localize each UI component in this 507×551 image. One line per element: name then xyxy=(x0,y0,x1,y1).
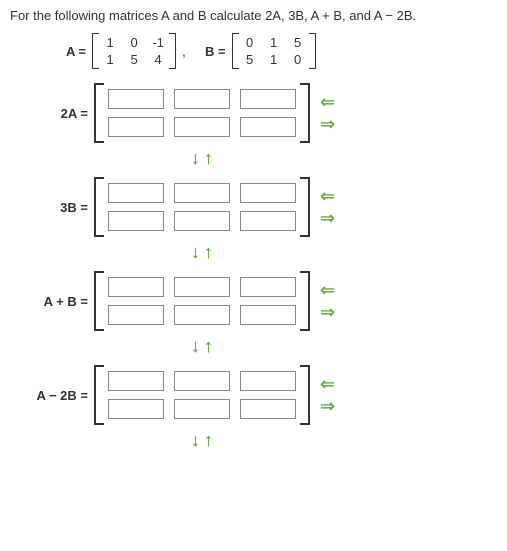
answer-cell-input[interactable] xyxy=(108,399,164,419)
answer-cell-input[interactable] xyxy=(240,371,296,391)
remove-row-icon[interactable]: ↑ xyxy=(204,149,213,167)
result-row: A + B =↓↑⇐⇒ xyxy=(10,271,497,331)
add-row-icon[interactable]: ↓ xyxy=(191,337,200,355)
matrix-A-cell: 5 xyxy=(127,52,141,67)
matrix-A-cell: 4 xyxy=(151,52,165,67)
answer-matrix: ↓↑ xyxy=(94,177,310,237)
col-resize-controls: ⇐⇒ xyxy=(320,281,335,321)
add-col-icon[interactable]: ⇒ xyxy=(320,303,335,321)
matrix-B-cell: 1 xyxy=(267,35,281,50)
answer-matrix: ↓↑ xyxy=(94,271,310,331)
col-resize-controls: ⇐⇒ xyxy=(320,93,335,133)
matrix-B-cell: 1 xyxy=(267,52,281,67)
add-col-icon[interactable]: ⇒ xyxy=(320,209,335,227)
answer-cell-input[interactable] xyxy=(108,117,164,137)
remove-row-icon[interactable]: ↑ xyxy=(204,337,213,355)
remove-col-icon[interactable]: ⇐ xyxy=(320,187,335,205)
answer-cell-input[interactable] xyxy=(174,211,230,231)
answer-cell-input[interactable] xyxy=(108,89,164,109)
answer-cell-input[interactable] xyxy=(240,117,296,137)
answer-matrix: ↓↑ xyxy=(94,83,310,143)
matrix-A-cell: 1 xyxy=(103,35,117,50)
col-resize-controls: ⇐⇒ xyxy=(320,187,335,227)
remove-row-icon[interactable]: ↑ xyxy=(204,431,213,449)
answer-cell-input[interactable] xyxy=(108,183,164,203)
prompt-text: For the following matrices A and B calcu… xyxy=(10,8,416,23)
answer-cell-input[interactable] xyxy=(174,117,230,137)
add-row-icon[interactable]: ↓ xyxy=(191,149,200,167)
answer-cell-input[interactable] xyxy=(240,183,296,203)
answer-cell-input[interactable] xyxy=(240,399,296,419)
result-label: A + B = xyxy=(10,294,94,309)
answer-cell-input[interactable] xyxy=(174,399,230,419)
matrix-B: 0 1 5 5 1 0 xyxy=(232,33,316,69)
row-resize-controls: ↓↑ xyxy=(191,149,213,167)
row-resize-controls: ↓↑ xyxy=(191,243,213,261)
answer-cell-input[interactable] xyxy=(108,211,164,231)
row-resize-controls: ↓↑ xyxy=(191,337,213,355)
matrix-A-cell: 1 xyxy=(103,52,117,67)
result-label: A − 2B = xyxy=(10,388,94,403)
result-row: A − 2B =↓↑⇐⇒ xyxy=(10,365,497,425)
remove-col-icon[interactable]: ⇐ xyxy=(320,281,335,299)
answer-cell-input[interactable] xyxy=(174,277,230,297)
answer-cell-input[interactable] xyxy=(240,211,296,231)
matrix-A-cell: -1 xyxy=(151,35,165,50)
answer-cell-input[interactable] xyxy=(108,277,164,297)
label-A: A = xyxy=(66,44,86,59)
add-col-icon[interactable]: ⇒ xyxy=(320,115,335,133)
answer-cell-input[interactable] xyxy=(240,89,296,109)
matrix-B-cell: 0 xyxy=(243,35,257,50)
answer-matrix: ↓↑ xyxy=(94,365,310,425)
add-row-icon[interactable]: ↓ xyxy=(191,243,200,261)
comma-separator: , xyxy=(182,44,186,59)
matrix-B-cell: 0 xyxy=(291,52,305,67)
answer-cell-input[interactable] xyxy=(174,89,230,109)
answer-cell-input[interactable] xyxy=(174,371,230,391)
result-label: 2A = xyxy=(10,106,94,121)
given-matrices-row: A = 1 0 -1 1 5 4 , B = 0 1 5 xyxy=(66,33,497,69)
result-label: 3B = xyxy=(10,200,94,215)
label-B: B = xyxy=(205,44,226,59)
row-resize-controls: ↓↑ xyxy=(191,431,213,449)
answer-cell-input[interactable] xyxy=(240,305,296,325)
remove-col-icon[interactable]: ⇐ xyxy=(320,93,335,111)
result-row: 3B =↓↑⇐⇒ xyxy=(10,177,497,237)
matrix-B-cell: 5 xyxy=(243,52,257,67)
question-prompt: For the following matrices A and B calcu… xyxy=(10,8,497,23)
matrix-A-cell: 0 xyxy=(127,35,141,50)
result-row: 2A =↓↑⇐⇒ xyxy=(10,83,497,143)
answer-cell-input[interactable] xyxy=(240,277,296,297)
answer-cell-input[interactable] xyxy=(108,305,164,325)
answer-cell-input[interactable] xyxy=(174,183,230,203)
answer-cell-input[interactable] xyxy=(108,371,164,391)
matrix-A: 1 0 -1 1 5 4 xyxy=(92,33,176,69)
matrix-B-cell: 5 xyxy=(291,35,305,50)
add-row-icon[interactable]: ↓ xyxy=(191,431,200,449)
add-col-icon[interactable]: ⇒ xyxy=(320,397,335,415)
remove-row-icon[interactable]: ↑ xyxy=(204,243,213,261)
remove-col-icon[interactable]: ⇐ xyxy=(320,375,335,393)
answer-cell-input[interactable] xyxy=(174,305,230,325)
col-resize-controls: ⇐⇒ xyxy=(320,375,335,415)
